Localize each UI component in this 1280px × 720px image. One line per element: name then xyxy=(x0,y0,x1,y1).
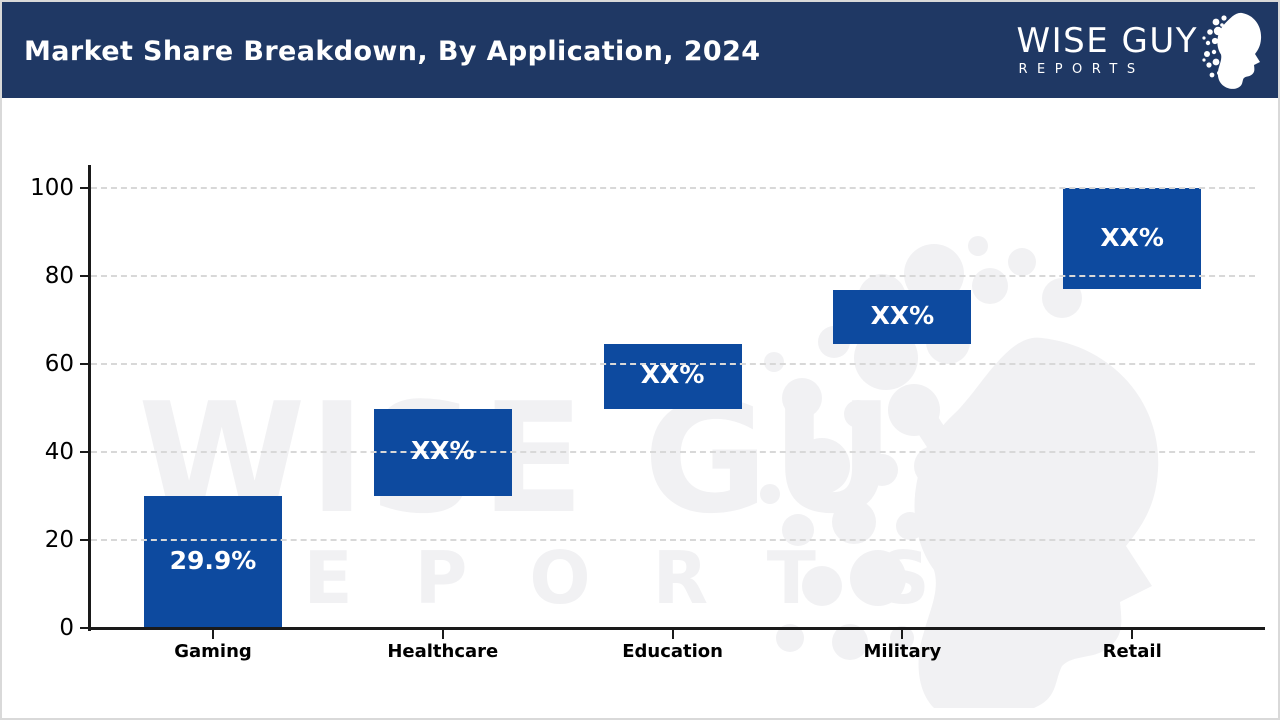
y-tick-mark xyxy=(80,274,88,277)
watermark-head-icon xyxy=(760,236,1159,708)
wiseguy-logo-text: WISE GUY REPORTS xyxy=(1016,23,1198,77)
y-tick-mark xyxy=(80,362,88,365)
bar-value-label: XX% xyxy=(1100,222,1164,252)
y-tick-label: 0 xyxy=(59,614,74,641)
bar-value-label: XX% xyxy=(870,300,935,330)
bar-value-label: XX% xyxy=(410,436,475,466)
gridline xyxy=(91,538,1255,541)
y-tick-mark xyxy=(80,626,88,629)
x-tick-mark xyxy=(1131,629,1134,639)
x-category-label: Military xyxy=(863,640,942,662)
y-axis-line xyxy=(88,165,91,631)
x-tick-mark xyxy=(901,629,904,639)
gridline xyxy=(91,362,1255,365)
wiseguy-head-icon xyxy=(1202,12,1262,89)
x-category-label: Education xyxy=(622,640,723,662)
y-tick-label: 60 xyxy=(44,350,74,377)
x-tick-mark xyxy=(212,629,214,639)
chart-area: WISE GUY REPORTS 0 20 40 60 80 100 Gaming Healt… xyxy=(2,98,1278,718)
x-tick-mark xyxy=(671,629,674,639)
waterfall-bar-education xyxy=(603,343,742,409)
x-category-label: Healthcare xyxy=(387,640,499,662)
gridline xyxy=(91,274,1255,277)
x-category-label: Retail xyxy=(1102,640,1162,662)
y-tick-mark xyxy=(80,187,88,189)
y-tick-label: 100 xyxy=(30,175,74,201)
logo-brand-sub: REPORTS xyxy=(1018,62,1145,77)
y-tick-label: 40 xyxy=(44,438,74,465)
gridline xyxy=(91,450,1255,453)
y-tick-label: 20 xyxy=(44,526,74,553)
bar-value-label: 29.9% xyxy=(169,545,257,575)
waterfall-bar-gaming xyxy=(144,496,282,628)
report-header: Market Share Breakdown, By Application, … xyxy=(2,2,1278,98)
waterfall-bar-military xyxy=(833,289,972,344)
y-tick-mark xyxy=(80,450,88,453)
x-category-label: Gaming xyxy=(174,640,252,662)
gridline xyxy=(91,187,1255,189)
y-tick-label: 80 xyxy=(44,262,74,289)
bar-value-label: XX% xyxy=(640,360,705,390)
x-tick-mark xyxy=(441,629,444,639)
waterfall-bar-retail xyxy=(1063,188,1202,290)
logo-brand-name: WISE GUY xyxy=(1016,21,1198,61)
y-tick-mark xyxy=(80,538,88,541)
wiseguy-logo: WISE GUY REPORTS xyxy=(1016,10,1266,90)
x-axis-line xyxy=(88,626,1265,630)
page-title: Market Share Breakdown, By Application, … xyxy=(24,36,761,67)
